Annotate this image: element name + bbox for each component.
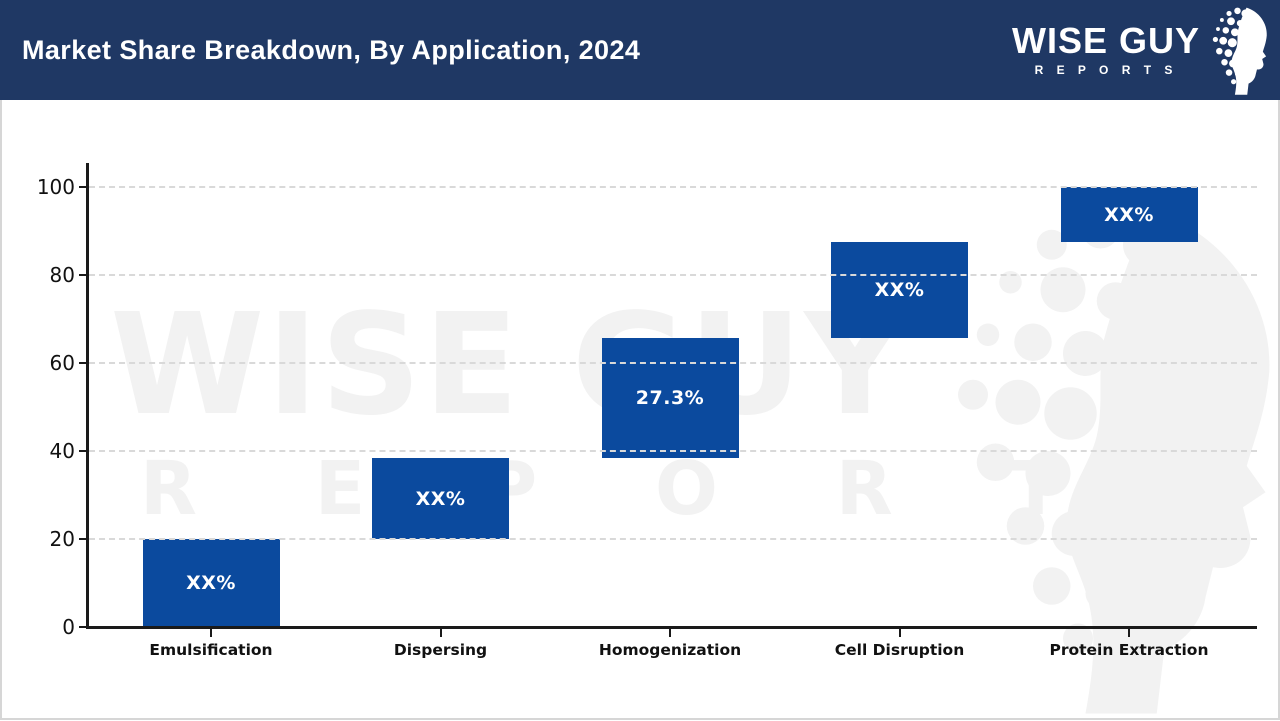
y-tick-mark: [79, 450, 88, 452]
x-category-label: Emulsification: [149, 641, 273, 659]
bar-value-label: XX%: [415, 487, 466, 510]
y-tick-label: 40: [49, 439, 75, 463]
x-tick-mark: [439, 629, 442, 637]
y-tick-mark: [79, 362, 88, 364]
brand-logo-text: WISE GUY R E P O R T S: [1011, 20, 1200, 78]
x-category-label: Homogenization: [598, 641, 742, 659]
header: Market Share Breakdown, By Application, …: [0, 0, 1280, 100]
gridline: [89, 362, 1257, 364]
waterfall-bar: XX%: [142, 539, 280, 627]
waterfall-bar: 27.3%: [601, 337, 739, 459]
brand-logo: WISE GUY R E P O R T S: [1012, 5, 1270, 96]
waterfall-bar: XX%: [1060, 187, 1198, 242]
y-tick-label: 100: [36, 175, 75, 199]
wiseguy-head-icon: [1192, 5, 1270, 96]
x-tick-mark: [1128, 629, 1130, 637]
x-category-label: Dispersing: [393, 641, 488, 659]
x-category-label: Protein Extraction: [1049, 641, 1209, 659]
page-title: Market Share Breakdown, By Application, …: [22, 34, 641, 65]
x-tick-mark: [669, 629, 671, 637]
bar-value-label: XX%: [874, 278, 925, 301]
waterfall-bar: XX%: [372, 458, 509, 539]
logo-subtext: R E P O R T S: [1034, 63, 1178, 77]
y-tick-mark: [79, 626, 88, 628]
y-tick-mark: [79, 274, 88, 276]
y-tick-label: 60: [49, 351, 75, 375]
x-tick-mark: [898, 629, 901, 637]
x-category-label: Cell Disruption: [834, 641, 965, 659]
bar-value-label: XX%: [1104, 203, 1154, 226]
y-tick-label: 0: [62, 615, 75, 639]
y-tick-label: 80: [49, 263, 75, 287]
waterfall-bar: XX%: [831, 242, 968, 338]
x-axis-spine: [86, 626, 1257, 629]
gridline: [89, 450, 1257, 452]
x-tick-mark: [210, 629, 212, 637]
gridline: [89, 186, 1257, 188]
y-tick-mark: [79, 538, 88, 540]
watermark-wordmark: WISE GUY: [110, 284, 908, 447]
y-tick-label: 20: [49, 527, 75, 551]
y-tick-mark: [79, 186, 88, 188]
y-axis-spine: [86, 163, 89, 629]
gridline: [89, 274, 1257, 276]
logo-wordmark: WISE GUY: [1011, 20, 1200, 61]
bar-value-label: XX%: [186, 572, 236, 594]
gridline: [89, 538, 1257, 540]
bar-value-label: 27.3%: [635, 386, 705, 409]
